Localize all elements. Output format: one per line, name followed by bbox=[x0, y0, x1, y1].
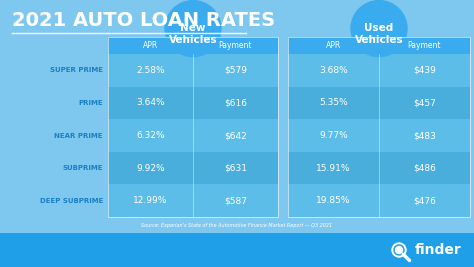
FancyBboxPatch shape bbox=[288, 37, 470, 54]
Circle shape bbox=[395, 246, 402, 253]
Text: Payment: Payment bbox=[408, 41, 441, 50]
Text: 2021 AUTO LOAN RATES: 2021 AUTO LOAN RATES bbox=[12, 10, 275, 29]
FancyBboxPatch shape bbox=[288, 87, 470, 119]
Text: 9.77%: 9.77% bbox=[319, 131, 348, 140]
FancyBboxPatch shape bbox=[108, 184, 278, 217]
FancyBboxPatch shape bbox=[108, 119, 278, 152]
Text: APR: APR bbox=[326, 41, 341, 50]
Text: 2.58%: 2.58% bbox=[136, 66, 165, 75]
Text: $476: $476 bbox=[413, 196, 436, 205]
Text: $642: $642 bbox=[224, 131, 247, 140]
Text: finder: finder bbox=[415, 243, 462, 257]
Text: 3.68%: 3.68% bbox=[319, 66, 348, 75]
FancyBboxPatch shape bbox=[288, 37, 470, 54]
Circle shape bbox=[394, 245, 404, 255]
Text: Used
Vehicles: Used Vehicles bbox=[355, 23, 403, 45]
Text: NEAR PRIME: NEAR PRIME bbox=[55, 132, 103, 139]
Text: APR: APR bbox=[143, 41, 158, 50]
Text: $587: $587 bbox=[224, 196, 247, 205]
FancyBboxPatch shape bbox=[0, 233, 474, 267]
FancyBboxPatch shape bbox=[108, 152, 278, 184]
FancyBboxPatch shape bbox=[288, 184, 470, 217]
Text: DEEP SUBPRIME: DEEP SUBPRIME bbox=[40, 198, 103, 204]
FancyBboxPatch shape bbox=[108, 87, 278, 119]
Text: 12.99%: 12.99% bbox=[133, 196, 168, 205]
FancyBboxPatch shape bbox=[288, 119, 470, 152]
FancyBboxPatch shape bbox=[108, 54, 278, 87]
Text: $579: $579 bbox=[224, 66, 247, 75]
Circle shape bbox=[351, 1, 407, 57]
Text: $616: $616 bbox=[224, 99, 247, 107]
Text: $439: $439 bbox=[413, 66, 436, 75]
Text: 9.92%: 9.92% bbox=[136, 164, 165, 172]
Circle shape bbox=[392, 243, 406, 257]
Text: PRIME: PRIME bbox=[78, 100, 103, 106]
FancyBboxPatch shape bbox=[108, 37, 278, 54]
Text: $457: $457 bbox=[413, 99, 436, 107]
Text: $483: $483 bbox=[413, 131, 436, 140]
FancyBboxPatch shape bbox=[108, 37, 278, 54]
Text: $486: $486 bbox=[413, 164, 436, 172]
Text: 5.35%: 5.35% bbox=[319, 99, 348, 107]
Text: $631: $631 bbox=[224, 164, 247, 172]
Text: 15.91%: 15.91% bbox=[316, 164, 351, 172]
Text: SUBPRIME: SUBPRIME bbox=[63, 165, 103, 171]
Text: Source: Experian's State of the Automotive Finance Market Report — Q3 2021: Source: Experian's State of the Automoti… bbox=[141, 223, 333, 229]
Circle shape bbox=[165, 1, 221, 57]
Text: 19.85%: 19.85% bbox=[316, 196, 351, 205]
FancyBboxPatch shape bbox=[288, 54, 470, 87]
Text: Payment: Payment bbox=[219, 41, 252, 50]
Text: New
Vehicles: New Vehicles bbox=[169, 23, 217, 45]
Text: 6.32%: 6.32% bbox=[136, 131, 165, 140]
Text: 3.64%: 3.64% bbox=[136, 99, 165, 107]
Text: SUPER PRIME: SUPER PRIME bbox=[50, 67, 103, 73]
FancyBboxPatch shape bbox=[288, 152, 470, 184]
